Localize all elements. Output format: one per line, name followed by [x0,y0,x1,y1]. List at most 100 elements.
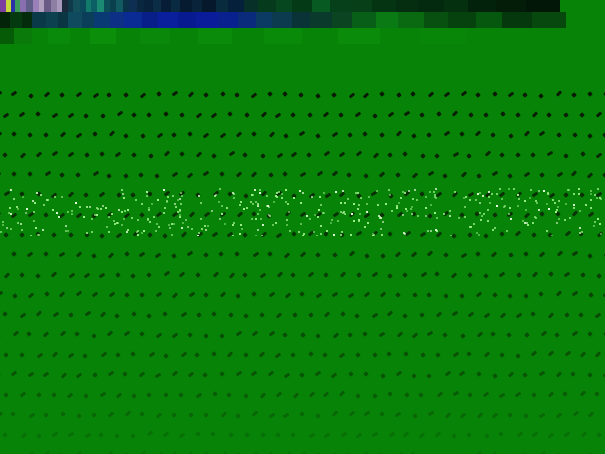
glitch-cell [448,12,476,28]
glitch-cell [70,28,90,44]
glitch-cell [372,0,396,12]
glitch-cell [178,12,196,28]
glitch-cell [20,0,26,12]
glitch-cell [398,12,424,28]
glitch-row [0,28,605,44]
glitch-cell [276,0,292,12]
glitch-cell [94,12,110,28]
glitch-cell [496,0,526,12]
glitch-cell [198,28,232,44]
glitch-cell [82,12,94,28]
glitch-cell [33,0,39,12]
glitch-cell [6,0,11,12]
glitch-cell [170,28,198,44]
glitch-cell [171,0,180,12]
glitch-cell [14,28,32,44]
glitch-cell [0,12,10,28]
glitch-cell [180,0,192,12]
glitch-cell [476,12,502,28]
glitch-cell [502,12,532,28]
glitch-cell [58,12,68,28]
glitch-cell [258,0,276,12]
glitch-cell [332,12,352,28]
glitch-cell [110,12,124,28]
glitch-cell [218,12,238,28]
glitch-cell [238,12,256,28]
glitch-cell [380,28,420,44]
glitch-cell [32,28,48,44]
glitch-cell [46,12,58,28]
glitch-cell [256,12,272,28]
glitch-cell [232,28,264,44]
glitch-cell [228,0,244,12]
glitch-cell [312,0,330,12]
glitch-cell [44,0,51,12]
glitch-cell [104,0,110,12]
glitch-cell [292,12,310,28]
glitch-cell [272,12,292,28]
glitch-cell [39,0,44,12]
glitch-cell [310,12,332,28]
glitch-cell [62,0,68,12]
glitch-cell [161,0,171,12]
glitch-cell [532,12,566,28]
glitch-cell [73,0,80,12]
glitch-cell [57,0,62,12]
glitch-cell [376,12,398,28]
glitch-cell [80,0,86,12]
glitch-cell [158,12,178,28]
glitch-cell [90,28,116,44]
glitch-cell [86,0,91,12]
glitch-cell [68,12,82,28]
glitch-cell [144,0,153,12]
glitch-cell [32,12,46,28]
glitch-cell [424,12,448,28]
glitch-cell [264,28,302,44]
glitch-cell [302,28,338,44]
glitch-cell [292,0,312,12]
glitch-cell [526,0,560,12]
glitch-cell [420,28,466,44]
glitch-cell [153,0,161,12]
glitch-cell [466,28,515,44]
glitch-cell [142,12,158,28]
glitch-row [0,12,605,28]
glitch-cell [116,28,140,44]
glitch-cell [352,0,372,12]
glitch-cell [196,12,218,28]
glitch-cell [48,28,70,44]
glitch-cell [129,0,137,12]
glitch-cell [468,0,496,12]
glitch-row [0,0,605,12]
glitch-cell [22,12,32,28]
glitch-cell [123,0,129,12]
glitch-cell [68,0,73,12]
glitch-cell [444,0,468,12]
glitch-cell [338,28,380,44]
glitch-cell [26,0,33,12]
glitch-cell [216,0,228,12]
glitch-cell [51,0,57,12]
green-field [0,44,605,454]
glitch-cell [396,0,418,12]
glitch-cell [137,0,144,12]
glitch-cell [15,0,20,12]
glitch-cell [116,0,123,12]
glitch-cell [202,0,216,12]
glitch-cell [0,0,6,12]
glitch-cell [110,0,116,12]
glitch-cell [97,0,104,12]
glitch-cell [91,0,97,12]
glitch-cell [192,0,202,12]
glitch-cell [0,28,14,44]
glitch-cell [418,0,444,12]
glitch-cell [11,0,15,12]
corrupted-scanline-band [0,0,605,44]
glitch-cell [124,12,142,28]
glitch-cell [352,12,376,28]
glitch-cell [244,0,258,12]
glitch-cell [140,28,170,44]
glitch-cell [330,0,352,12]
glitch-cell [10,12,22,28]
